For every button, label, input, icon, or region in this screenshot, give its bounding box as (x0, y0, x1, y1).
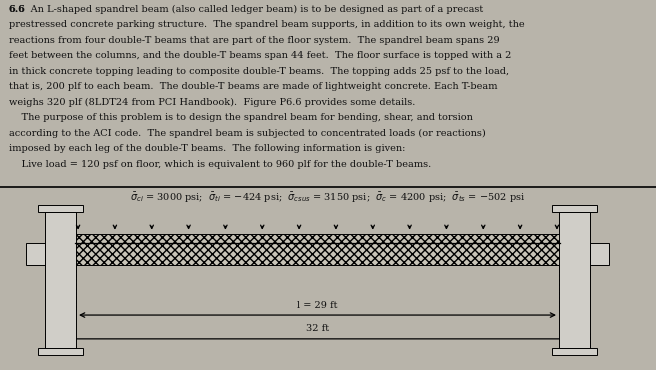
Text: in thick concrete topping leading to composite double-T beams.  The topping adds: in thick concrete topping leading to com… (9, 67, 508, 76)
Text: prestressed concrete parking structure.  The spandrel beam supports, in addition: prestressed concrete parking structure. … (9, 20, 524, 29)
Bar (75, 243, 560, 265)
Polygon shape (26, 243, 45, 265)
Text: imposed by each leg of the double-T beams.  The following information is given:: imposed by each leg of the double-T beam… (9, 144, 405, 153)
Bar (552, 205, 597, 212)
Text: 6.6  An L-shaped spandrel beam (also called ledger beam) is to be designed as pa: 6.6 An L-shaped spandrel beam (also call… (9, 5, 483, 14)
Polygon shape (590, 243, 609, 265)
Text: feet between the columns, and the double-T beams span 44 feet.  The floor surfac: feet between the columns, and the double… (9, 51, 511, 60)
Bar (552, 348, 597, 355)
Text: 6.6: 6.6 (9, 5, 26, 14)
Text: reactions from four double-T beams that are part of the floor system.  The spand: reactions from four double-T beams that … (9, 36, 499, 45)
Text: l = 29 ft: l = 29 ft (297, 300, 338, 310)
Bar (38, 205, 83, 212)
Text: $\bar{\sigma}_{ci}$ = 3000 psi;  $\bar{\sigma}_{ti}$ = $-$424 psi;  $\bar{\sigma: $\bar{\sigma}_{ci}$ = 3000 psi; $\bar{\s… (131, 191, 525, 205)
Text: The purpose of this problem is to design the spandrel beam for bending, shear, a: The purpose of this problem is to design… (9, 113, 472, 122)
Bar (559, 212, 590, 348)
Text: Live load = 120 psf on floor, which is equivalent to 960 plf for the double-T be: Live load = 120 psf on floor, which is e… (9, 160, 431, 169)
Bar (38, 348, 83, 355)
Bar (45, 212, 76, 348)
Bar (75, 233, 560, 243)
Text: weighs 320 plf (8LDT24 from PCI Handbook).  Figure P6.6 provides some details.: weighs 320 plf (8LDT24 from PCI Handbook… (9, 98, 415, 107)
Text: that is, 200 plf to each beam.  The double-T beams are made of lightweight concr: that is, 200 plf to each beam. The doubl… (9, 82, 497, 91)
Text: 32 ft: 32 ft (306, 324, 329, 333)
Text: according to the ACI code.  The spandrel beam is subjected to concentrated loads: according to the ACI code. The spandrel … (9, 129, 485, 138)
